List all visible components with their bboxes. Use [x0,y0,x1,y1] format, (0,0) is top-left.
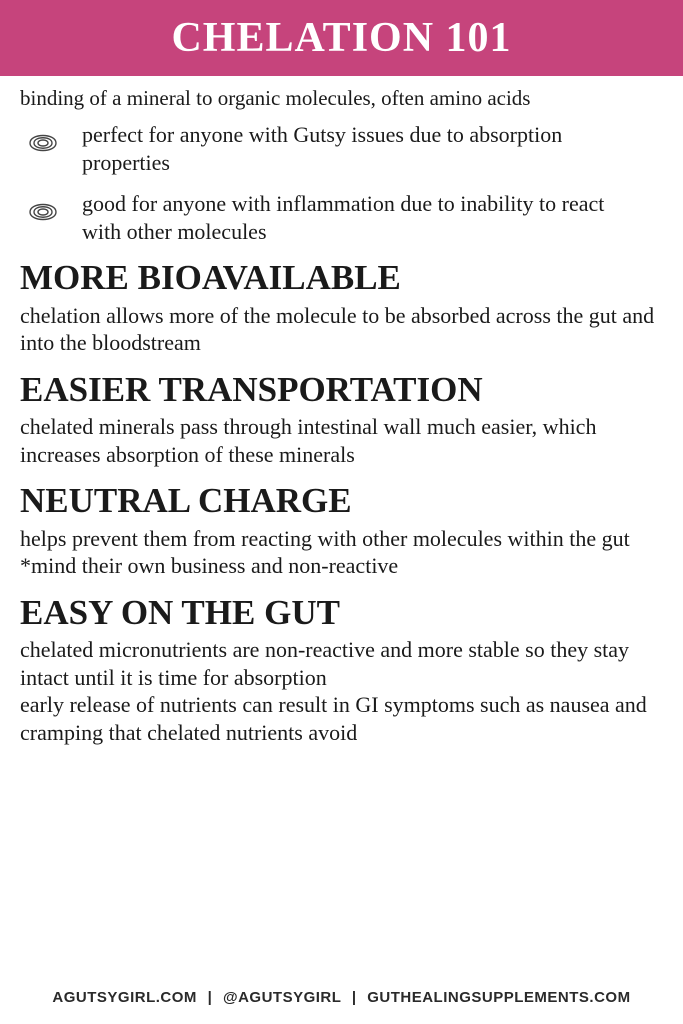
section-body: chelated minerals pass through intestina… [20,413,663,468]
bullet-text: good for anyone with inflammation due to… [82,190,633,245]
bullet-item: perfect for anyone with Gutsy issues due… [20,121,663,176]
section-heading: MORE BIOAVAILABLE [20,259,663,298]
section-body: helps prevent them from reacting with ot… [20,525,663,580]
intro-text: binding of a mineral to organic molecule… [20,86,663,111]
content-area: binding of a mineral to organic molecule… [0,76,683,977]
section: EASIER TRANSPORTATION chelated minerals … [20,371,663,469]
section-body: chelated micronutrients are non-reactive… [20,636,663,746]
title-banner: CHELATION 101 [0,0,683,76]
bullet-text: perfect for anyone with Gutsy issues due… [82,121,633,176]
section: NEUTRAL CHARGE helps prevent them from r… [20,482,663,580]
footer: AGUTSYGIRL.COM | @AGUTSYGIRL | GUTHEALIN… [0,977,683,1024]
section-heading: NEUTRAL CHARGE [20,482,663,521]
footer-url-2: GUTHEALINGSUPPLEMENTS.COM [367,989,630,1006]
section-body: chelation allows more of the molecule to… [20,302,663,357]
section: MORE BIOAVAILABLE chelation allows more … [20,259,663,357]
bullet-item: good for anyone with inflammation due to… [20,190,663,245]
footer-handle: @AGUTSYGIRL [223,989,341,1006]
scribble-icon [20,123,66,163]
section-heading: EASY ON THE GUT [20,594,663,633]
page-title: CHELATION 101 [171,15,511,61]
section: EASY ON THE GUT chelated micronutrients … [20,594,663,747]
footer-separator: | [352,989,357,1006]
footer-separator: | [208,989,213,1006]
scribble-icon [20,192,66,232]
footer-url-1: AGUTSYGIRL.COM [52,989,197,1006]
section-heading: EASIER TRANSPORTATION [20,371,663,410]
